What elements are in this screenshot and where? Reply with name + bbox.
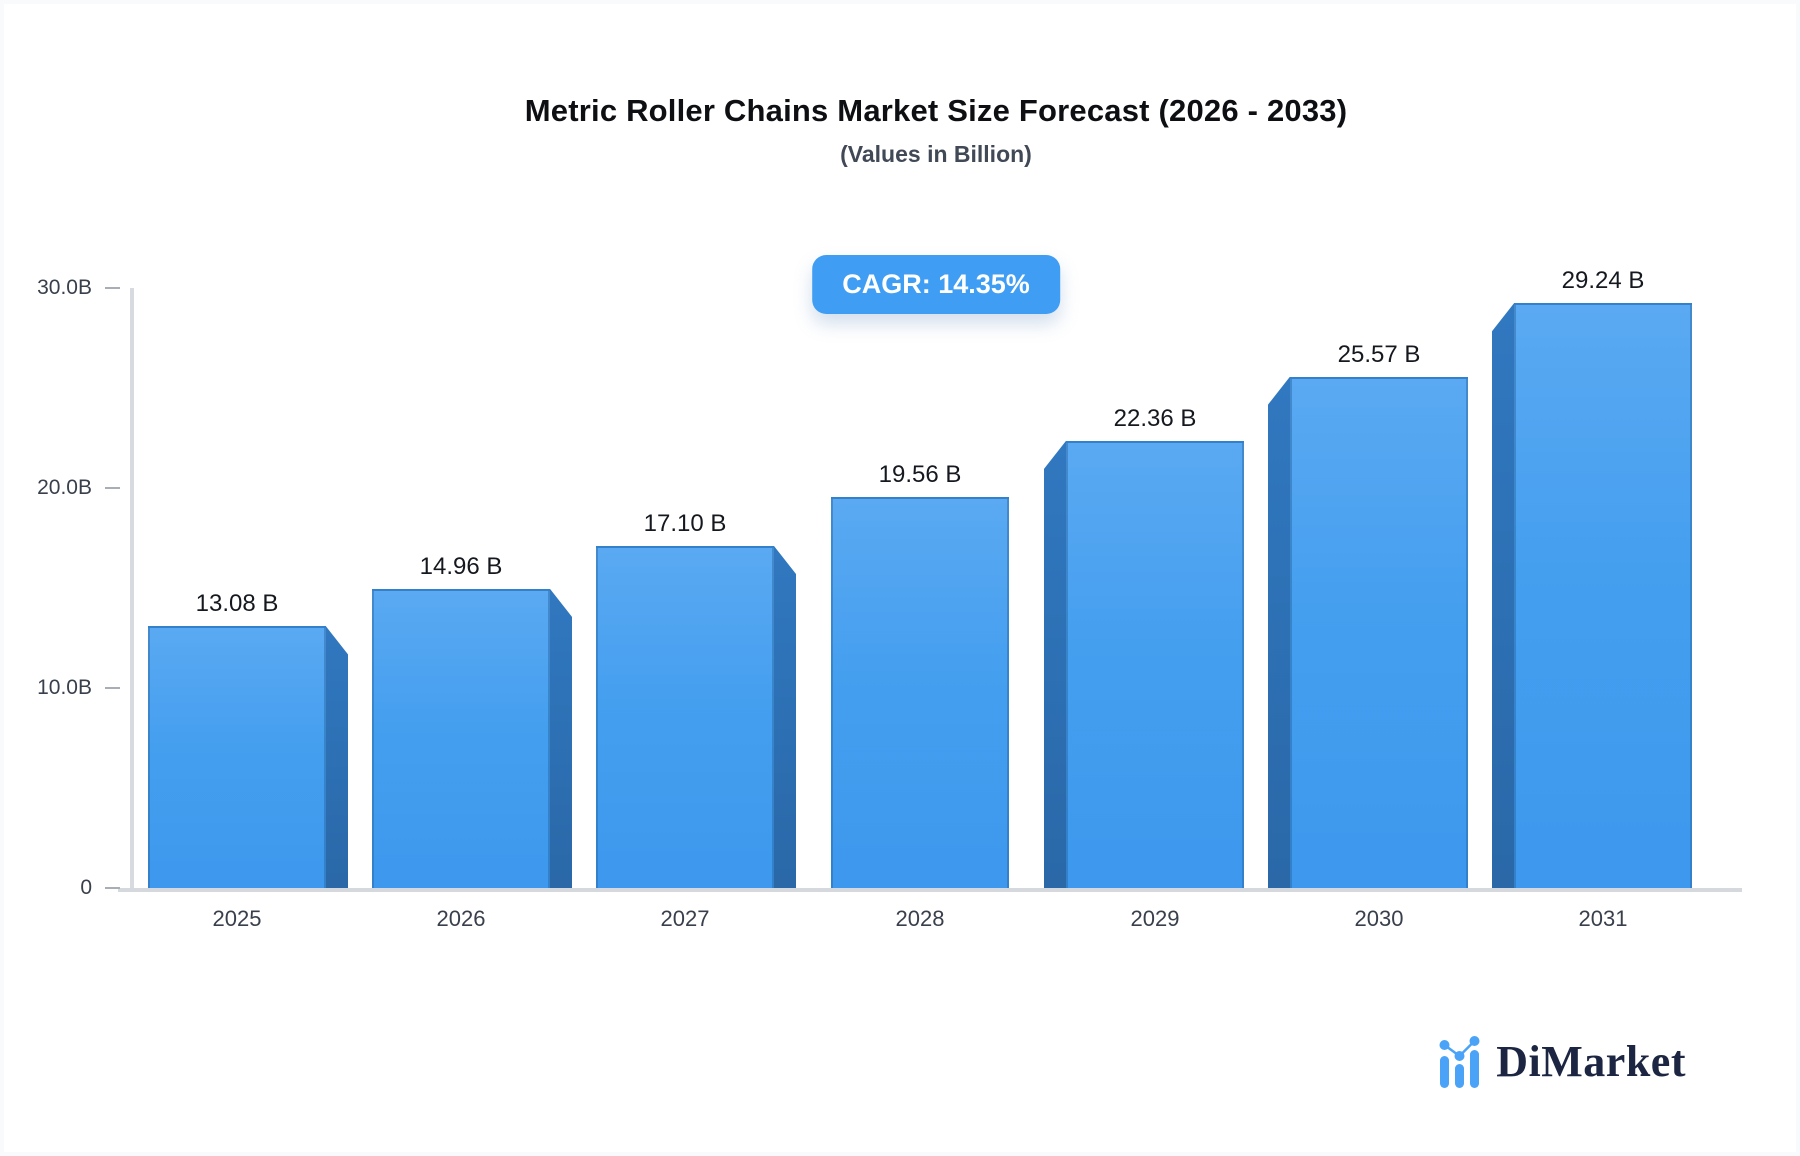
y-tick-label: 30.0B bbox=[37, 276, 92, 299]
x-label-slot: 2029 bbox=[1044, 906, 1244, 932]
x-axis-label-2030: 2030 bbox=[1354, 906, 1404, 931]
tick-dash bbox=[105, 287, 120, 289]
bar-value-label: 14.96 B bbox=[419, 552, 503, 580]
y-axis-line bbox=[130, 288, 134, 888]
x-label-slot: 2025 bbox=[148, 906, 348, 932]
bar-value-label: 29.24 B bbox=[1561, 267, 1645, 295]
tick-dash bbox=[105, 687, 120, 689]
bar-3d bbox=[148, 626, 348, 888]
bar-slot-2029: 22.36 B bbox=[1044, 405, 1244, 888]
bar-value-label: 17.10 B bbox=[643, 510, 727, 537]
chart-subtitle: (Values in Billion) bbox=[840, 141, 1032, 167]
bar-2028[interactable] bbox=[831, 496, 1009, 888]
bar-side-face bbox=[550, 588, 572, 888]
bar-slot-2028: 19.56 B bbox=[820, 461, 1020, 888]
bar-2030[interactable] bbox=[1290, 376, 1468, 888]
x-axis-label-2028: 2028 bbox=[895, 906, 945, 931]
y-tick-0: 0 bbox=[80, 876, 120, 900]
bar-3d bbox=[372, 588, 572, 888]
x-label-slot: 2031 bbox=[1492, 906, 1692, 932]
x-label-slot: 2030 bbox=[1268, 906, 1468, 932]
bar-side-face bbox=[1044, 440, 1066, 888]
bar-3d bbox=[1492, 303, 1692, 888]
x-axis-label-2031: 2031 bbox=[1578, 906, 1628, 931]
chart-header: Metric Roller Chains Market Size Forecas… bbox=[130, 0, 1742, 168]
x-label-slot: 2027 bbox=[596, 906, 796, 932]
bar-side-face bbox=[1268, 376, 1290, 888]
bar-slot-2026: 14.96 B bbox=[372, 553, 572, 888]
tick-dash bbox=[105, 487, 120, 489]
bar-3d bbox=[831, 496, 1009, 888]
tick-dash bbox=[105, 887, 120, 889]
bar-2029[interactable] bbox=[1066, 440, 1244, 888]
bar-2031[interactable] bbox=[1514, 303, 1692, 888]
y-tick-label: 10.0B bbox=[37, 676, 92, 699]
bar-value-label: 25.57 B bbox=[1337, 340, 1421, 368]
x-label-slot: 2026 bbox=[372, 906, 572, 932]
brand-logo: DiMarket bbox=[1438, 1032, 1686, 1090]
bar-2025[interactable] bbox=[148, 626, 326, 888]
mini-bar-chart-icon bbox=[1439, 1036, 1480, 1088]
bar-value-label: 13.08 B bbox=[195, 590, 279, 618]
y-tick-20.0B: 20.0B bbox=[37, 476, 120, 500]
bar-value-label: 19.56 B bbox=[878, 460, 962, 488]
logo-text: DiMarket bbox=[1496, 1036, 1686, 1086]
bar-slot-2025: 13.08 B bbox=[148, 590, 348, 888]
bar-3d bbox=[596, 546, 796, 888]
x-axis-baseline bbox=[118, 888, 1742, 892]
bar-side-face bbox=[326, 626, 348, 888]
bar-slot-2031: 29.24 B bbox=[1492, 267, 1692, 888]
bar-value-label: 22.36 B bbox=[1113, 404, 1197, 432]
x-axis-labels: 2025 2026 2027 2028 2029 2030 2031 bbox=[148, 906, 1692, 932]
plot-area: CAGR: 14.35% 0 10.0B 20.0B 30.0B 13.08 B 14.… bbox=[37, 255, 1742, 899]
bar-2026[interactable] bbox=[372, 588, 550, 888]
bar-side-face bbox=[774, 546, 796, 888]
y-tick-label: 0 bbox=[80, 876, 92, 899]
bar-2027[interactable] bbox=[596, 546, 774, 888]
bar-slot-2027: 17.10 B bbox=[596, 510, 796, 888]
bars-group: 13.08 B 14.96 B 17.10 B 19.56 B 22.36 B 25.57… bbox=[148, 267, 1692, 888]
cagr-badge: CAGR: 14.35% bbox=[812, 255, 1060, 314]
y-tick-10.0B: 10.0B bbox=[37, 676, 120, 700]
bar-side-face bbox=[1492, 303, 1514, 888]
y-tick-label: 20.0B bbox=[37, 476, 92, 499]
x-axis-label-2029: 2029 bbox=[1130, 906, 1180, 931]
x-axis-label-2025: 2025 bbox=[212, 906, 262, 931]
bar-slot-2030: 25.57 B bbox=[1268, 341, 1468, 888]
y-tick-30.0B: 30.0B bbox=[37, 276, 120, 300]
bar-3d bbox=[1044, 440, 1244, 888]
x-axis-label-2027: 2027 bbox=[660, 906, 710, 931]
bar-3d bbox=[1268, 376, 1468, 888]
x-label-slot: 2028 bbox=[820, 906, 1020, 932]
x-axis-label-2026: 2026 bbox=[436, 906, 486, 931]
chart-title: Metric Roller Chains Market Size Forecas… bbox=[524, 93, 1348, 128]
